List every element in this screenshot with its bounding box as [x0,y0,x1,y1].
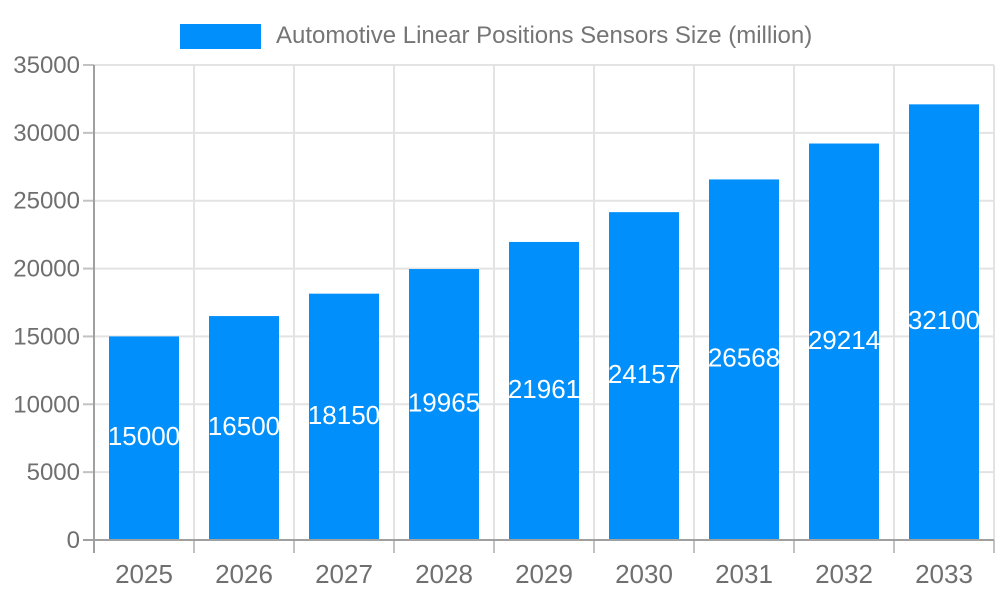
bar-value-label: 19965 [408,388,480,418]
y-axis-label: 10000 [13,391,80,418]
y-axis-label: 5000 [27,459,80,486]
legend-item[interactable]: Automotive Linear Positions Sensors Size… [180,22,812,50]
y-axis-label: 20000 [13,256,80,283]
bar-2031 [709,179,779,541]
x-axis-label: 2027 [315,559,373,589]
x-axis-label: 2030 [615,559,673,589]
bar-value-label: 21961 [508,374,580,404]
bar-value-label: 24157 [608,359,680,389]
legend-label: Automotive Linear Positions Sensors Size… [276,22,813,49]
bar-2029 [509,241,579,540]
bar-2032 [809,143,879,540]
x-axis-label: 2026 [215,559,273,589]
x-axis-label: 2029 [515,559,573,589]
bar-2026 [209,316,279,540]
y-axis-label: 35000 [13,52,80,79]
bar-value-label: 16500 [208,411,280,441]
bar-2025 [109,336,179,540]
y-axis-label: 30000 [13,120,80,147]
bar-2033 [909,104,979,540]
bar-2030 [609,212,679,540]
bar-value-label: 29214 [808,325,880,355]
bar-value-label: 15000 [108,421,180,451]
legend-swatch [180,23,261,49]
bar-value-label: 32100 [908,305,980,335]
bar-2028 [409,269,479,540]
y-axis-label: 0 [67,527,80,554]
x-axis-label: 2032 [815,559,873,589]
x-axis-label: 2025 [115,559,173,589]
y-axis-label: 25000 [13,188,80,215]
y-axis-label: 15000 [13,323,80,350]
x-axis-label: 2028 [415,559,473,589]
x-axis-label: 2033 [915,559,973,589]
bar-value-label: 18150 [308,400,380,430]
bar-value-label: 26568 [708,343,780,373]
x-axis-label: 2031 [715,559,773,589]
bar-2027 [309,293,379,540]
